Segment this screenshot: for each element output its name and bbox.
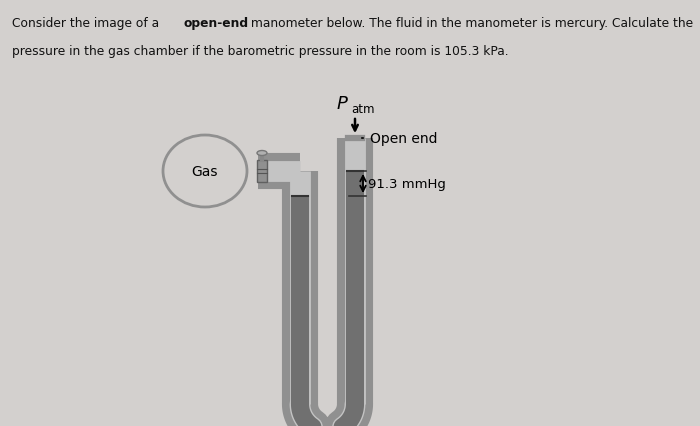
Text: manometer below. The fluid in the manometer is mercury. Calculate the: manometer below. The fluid in the manome… [247,17,693,30]
Text: Open end: Open end [370,132,438,146]
Text: Gas: Gas [192,164,218,178]
FancyBboxPatch shape [257,161,267,183]
Ellipse shape [257,151,267,156]
Text: atm: atm [351,103,375,116]
Text: pressure in the gas chamber if the barometric pressure in the room is 105.3 kPa.: pressure in the gas chamber if the barom… [12,45,509,58]
Text: 91.3 mmHg: 91.3 mmHg [368,178,446,190]
Text: P: P [337,95,348,113]
Ellipse shape [163,136,247,207]
Text: Consider the image of a: Consider the image of a [12,17,163,30]
Text: open-end: open-end [184,17,249,30]
